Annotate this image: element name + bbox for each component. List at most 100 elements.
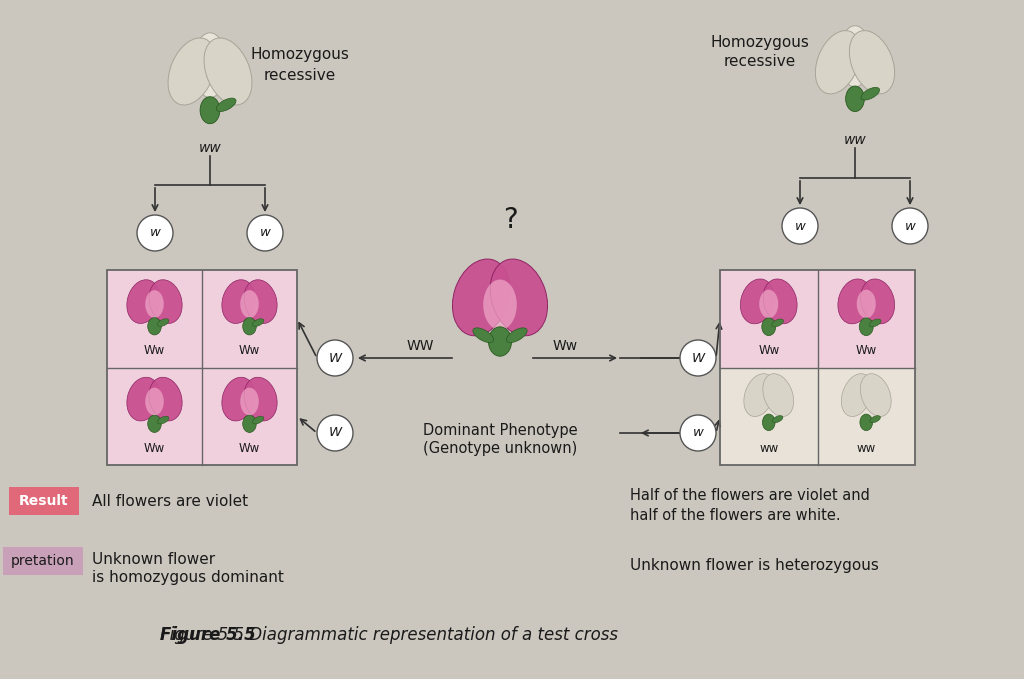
Ellipse shape bbox=[145, 388, 164, 416]
Ellipse shape bbox=[763, 373, 794, 416]
Text: w: w bbox=[795, 219, 806, 232]
Circle shape bbox=[247, 215, 283, 251]
Ellipse shape bbox=[860, 414, 872, 430]
Text: Dominant Phenotype: Dominant Phenotype bbox=[423, 422, 578, 437]
Circle shape bbox=[782, 208, 818, 244]
Text: W: W bbox=[691, 352, 705, 365]
Ellipse shape bbox=[740, 279, 774, 324]
Text: pretation: pretation bbox=[11, 554, 75, 568]
Text: Figure 5.5 Diagrammatic representation of a test cross: Figure 5.5 Diagrammatic representation o… bbox=[160, 626, 618, 644]
Ellipse shape bbox=[243, 415, 256, 433]
Ellipse shape bbox=[861, 88, 880, 100]
Ellipse shape bbox=[842, 373, 872, 416]
Ellipse shape bbox=[846, 86, 864, 111]
Ellipse shape bbox=[772, 319, 783, 327]
Text: Homozygous: Homozygous bbox=[251, 48, 349, 62]
Ellipse shape bbox=[861, 279, 895, 324]
Ellipse shape bbox=[222, 378, 255, 421]
Ellipse shape bbox=[252, 416, 264, 424]
Ellipse shape bbox=[743, 373, 774, 416]
Ellipse shape bbox=[453, 259, 510, 336]
Ellipse shape bbox=[150, 280, 182, 323]
Ellipse shape bbox=[168, 38, 216, 105]
Ellipse shape bbox=[147, 415, 162, 433]
Ellipse shape bbox=[857, 290, 876, 318]
Ellipse shape bbox=[127, 378, 160, 421]
Ellipse shape bbox=[490, 259, 548, 336]
Text: ww: ww bbox=[857, 442, 876, 455]
Circle shape bbox=[680, 340, 716, 376]
Ellipse shape bbox=[473, 328, 494, 342]
Text: Ww: Ww bbox=[239, 344, 260, 358]
Ellipse shape bbox=[869, 319, 881, 327]
Ellipse shape bbox=[158, 416, 169, 424]
Ellipse shape bbox=[252, 318, 264, 327]
Ellipse shape bbox=[859, 318, 873, 335]
Ellipse shape bbox=[838, 279, 871, 324]
Ellipse shape bbox=[772, 416, 783, 423]
Text: Homozygous: Homozygous bbox=[711, 35, 809, 50]
Text: Half of the flowers are violet and: Half of the flowers are violet and bbox=[630, 488, 869, 503]
Bar bbox=[202, 270, 297, 367]
Text: Ww: Ww bbox=[758, 344, 779, 358]
Ellipse shape bbox=[200, 96, 220, 124]
Circle shape bbox=[680, 415, 716, 451]
Bar bbox=[106, 270, 202, 367]
Ellipse shape bbox=[127, 280, 160, 323]
Text: Ww: Ww bbox=[552, 339, 578, 353]
Text: WW: WW bbox=[407, 339, 434, 353]
FancyBboxPatch shape bbox=[3, 547, 83, 575]
Ellipse shape bbox=[763, 279, 797, 324]
Ellipse shape bbox=[222, 280, 255, 323]
Text: w: w bbox=[904, 219, 915, 232]
Bar bbox=[817, 367, 915, 465]
Bar bbox=[720, 270, 915, 465]
Ellipse shape bbox=[763, 414, 775, 430]
Text: Figure 5.5: Figure 5.5 bbox=[160, 626, 256, 644]
Text: (Genotype unknown): (Genotype unknown) bbox=[423, 441, 578, 456]
Ellipse shape bbox=[762, 318, 776, 335]
Ellipse shape bbox=[241, 290, 259, 318]
Ellipse shape bbox=[241, 388, 259, 416]
Text: recessive: recessive bbox=[264, 67, 336, 83]
Ellipse shape bbox=[815, 31, 860, 94]
Bar bbox=[817, 270, 915, 367]
Text: ww: ww bbox=[844, 133, 866, 147]
Ellipse shape bbox=[145, 290, 164, 318]
Circle shape bbox=[892, 208, 928, 244]
Circle shape bbox=[317, 340, 353, 376]
Ellipse shape bbox=[507, 328, 527, 342]
Ellipse shape bbox=[150, 378, 182, 421]
Text: Unknown flower: Unknown flower bbox=[92, 552, 215, 567]
Text: Result: Result bbox=[19, 494, 69, 508]
Text: w: w bbox=[150, 227, 161, 240]
Text: W: W bbox=[329, 426, 342, 439]
Ellipse shape bbox=[483, 280, 517, 330]
Bar bbox=[720, 270, 817, 367]
Text: Ww: Ww bbox=[144, 442, 165, 455]
Ellipse shape bbox=[243, 318, 256, 335]
Text: half of the flowers are white.: half of the flowers are white. bbox=[630, 508, 841, 523]
Text: Ww: Ww bbox=[856, 344, 877, 358]
Ellipse shape bbox=[849, 31, 895, 94]
Ellipse shape bbox=[759, 290, 778, 318]
Circle shape bbox=[137, 215, 173, 251]
Ellipse shape bbox=[193, 33, 227, 98]
Ellipse shape bbox=[204, 38, 252, 105]
Ellipse shape bbox=[158, 318, 169, 327]
Bar bbox=[720, 367, 817, 465]
Text: W: W bbox=[329, 352, 342, 365]
Ellipse shape bbox=[488, 327, 512, 356]
Text: recessive: recessive bbox=[724, 54, 796, 69]
FancyBboxPatch shape bbox=[9, 487, 79, 515]
Text: Ww: Ww bbox=[239, 442, 260, 455]
Text: All flowers are violet: All flowers are violet bbox=[92, 494, 248, 509]
Ellipse shape bbox=[244, 378, 278, 421]
Ellipse shape bbox=[869, 416, 881, 423]
Ellipse shape bbox=[244, 280, 278, 323]
Text: ?: ? bbox=[503, 206, 517, 234]
Ellipse shape bbox=[216, 98, 236, 111]
Ellipse shape bbox=[839, 26, 871, 87]
Bar bbox=[106, 270, 297, 465]
Text: ww: ww bbox=[199, 141, 221, 155]
